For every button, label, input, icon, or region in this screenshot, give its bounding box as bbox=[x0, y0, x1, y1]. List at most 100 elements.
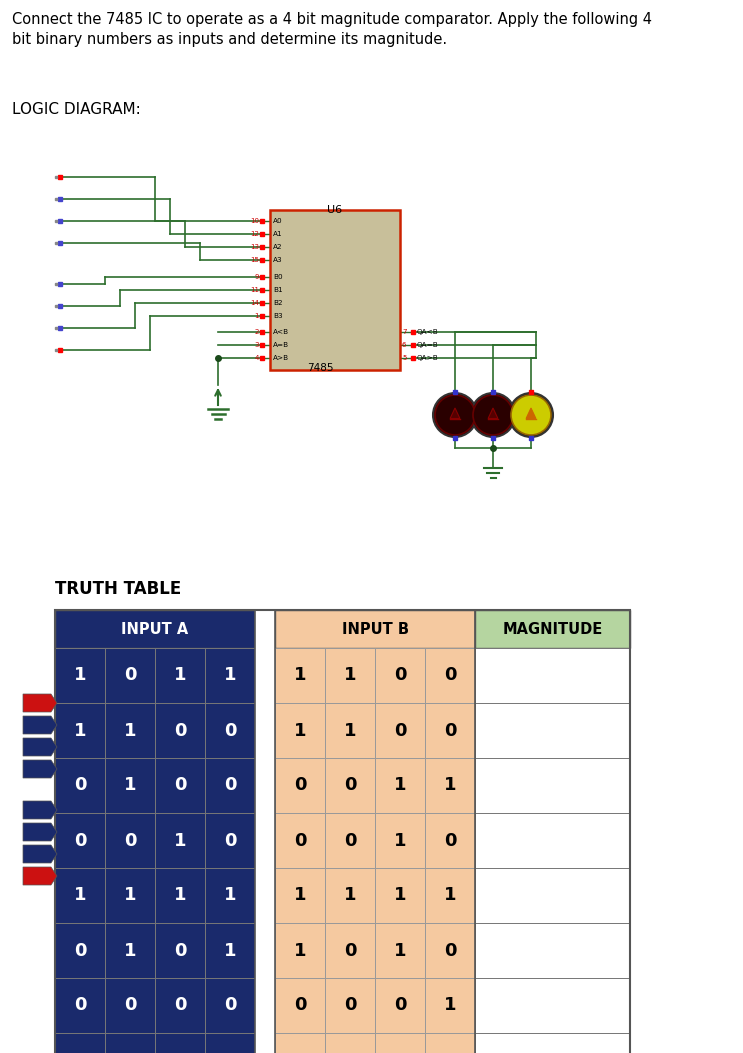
Text: QA=B: QA=B bbox=[417, 342, 439, 347]
Text: 0: 0 bbox=[293, 832, 306, 850]
FancyBboxPatch shape bbox=[275, 648, 325, 703]
FancyBboxPatch shape bbox=[325, 648, 375, 703]
FancyBboxPatch shape bbox=[425, 758, 475, 813]
Text: 1: 1 bbox=[224, 887, 236, 905]
FancyBboxPatch shape bbox=[425, 978, 475, 1033]
FancyBboxPatch shape bbox=[475, 648, 630, 703]
FancyBboxPatch shape bbox=[475, 610, 630, 648]
Text: 10: 10 bbox=[250, 218, 259, 224]
FancyBboxPatch shape bbox=[205, 1033, 255, 1053]
Text: 0: 0 bbox=[33, 321, 42, 335]
FancyBboxPatch shape bbox=[55, 758, 105, 813]
Text: 14: 14 bbox=[250, 300, 259, 306]
Circle shape bbox=[511, 395, 551, 435]
Text: 0: 0 bbox=[124, 996, 136, 1014]
FancyBboxPatch shape bbox=[205, 813, 255, 868]
Text: 11: 11 bbox=[250, 287, 259, 293]
Text: 13: 13 bbox=[250, 244, 259, 250]
Text: 9: 9 bbox=[255, 274, 259, 280]
Polygon shape bbox=[526, 408, 536, 418]
FancyBboxPatch shape bbox=[155, 703, 205, 758]
FancyBboxPatch shape bbox=[275, 978, 325, 1033]
FancyBboxPatch shape bbox=[275, 703, 325, 758]
FancyBboxPatch shape bbox=[55, 648, 105, 703]
Text: 0: 0 bbox=[344, 1052, 356, 1053]
Text: B1: B1 bbox=[273, 287, 282, 293]
FancyBboxPatch shape bbox=[275, 1033, 325, 1053]
FancyBboxPatch shape bbox=[155, 1033, 205, 1053]
Text: 0: 0 bbox=[224, 1052, 236, 1053]
FancyBboxPatch shape bbox=[255, 758, 275, 813]
FancyBboxPatch shape bbox=[205, 923, 255, 978]
Text: 2: 2 bbox=[255, 329, 259, 335]
Circle shape bbox=[471, 393, 515, 437]
Text: 0: 0 bbox=[124, 667, 136, 684]
Text: 0: 0 bbox=[174, 996, 186, 1014]
Text: LOGIC DIAGRAM:: LOGIC DIAGRAM: bbox=[12, 102, 140, 117]
Text: 1: 1 bbox=[124, 1052, 136, 1053]
FancyBboxPatch shape bbox=[55, 868, 105, 923]
Text: 0: 0 bbox=[344, 832, 356, 850]
FancyBboxPatch shape bbox=[155, 923, 205, 978]
Text: 1: 1 bbox=[293, 667, 306, 684]
Text: Connect the 7485 IC to operate as a 4 bit magnitude comparator. Apply the follow: Connect the 7485 IC to operate as a 4 bi… bbox=[12, 12, 652, 27]
FancyBboxPatch shape bbox=[155, 978, 205, 1033]
Text: INPUT A: INPUT A bbox=[121, 621, 189, 636]
Text: bit binary numbers as inputs and determine its magnitude.: bit binary numbers as inputs and determi… bbox=[12, 32, 447, 47]
Text: 0: 0 bbox=[394, 667, 406, 684]
FancyBboxPatch shape bbox=[55, 1033, 105, 1053]
Polygon shape bbox=[23, 694, 57, 712]
Text: 0: 0 bbox=[174, 1052, 186, 1053]
Text: 0: 0 bbox=[33, 237, 42, 250]
Circle shape bbox=[473, 395, 513, 435]
Text: 1: 1 bbox=[174, 832, 186, 850]
Text: 1: 1 bbox=[344, 887, 356, 905]
Text: 0: 0 bbox=[394, 721, 406, 739]
FancyBboxPatch shape bbox=[375, 923, 425, 978]
FancyBboxPatch shape bbox=[255, 703, 275, 758]
FancyBboxPatch shape bbox=[205, 703, 255, 758]
Text: INPUT B: INPUT B bbox=[342, 621, 409, 636]
Text: 1: 1 bbox=[124, 941, 136, 959]
Text: 3: 3 bbox=[255, 342, 259, 347]
FancyBboxPatch shape bbox=[375, 703, 425, 758]
FancyBboxPatch shape bbox=[375, 1033, 425, 1053]
Text: 0: 0 bbox=[224, 832, 236, 850]
FancyBboxPatch shape bbox=[255, 978, 275, 1033]
FancyBboxPatch shape bbox=[105, 978, 155, 1033]
Polygon shape bbox=[23, 823, 57, 841]
Text: 1: 1 bbox=[174, 667, 186, 684]
Text: 0: 0 bbox=[174, 721, 186, 739]
FancyBboxPatch shape bbox=[55, 610, 255, 648]
Text: B0: B0 bbox=[273, 274, 282, 280]
FancyBboxPatch shape bbox=[325, 868, 375, 923]
Text: 0: 0 bbox=[33, 299, 42, 313]
Text: 1: 1 bbox=[394, 776, 406, 795]
FancyBboxPatch shape bbox=[475, 703, 630, 758]
Polygon shape bbox=[488, 408, 498, 418]
Text: B3: B3 bbox=[273, 313, 282, 319]
Text: 0: 0 bbox=[444, 832, 456, 850]
Text: 6: 6 bbox=[402, 342, 406, 347]
Text: TRUTH TABLE: TRUTH TABLE bbox=[55, 580, 181, 598]
FancyBboxPatch shape bbox=[325, 923, 375, 978]
Text: 1: 1 bbox=[394, 941, 406, 959]
Text: 1: 1 bbox=[224, 941, 236, 959]
Text: 0: 0 bbox=[444, 941, 456, 959]
Text: B2: B2 bbox=[273, 300, 282, 306]
Text: 0: 0 bbox=[74, 776, 86, 795]
Text: 0: 0 bbox=[394, 996, 406, 1014]
FancyBboxPatch shape bbox=[105, 648, 155, 703]
Text: 7: 7 bbox=[402, 329, 406, 335]
Text: 0: 0 bbox=[33, 278, 42, 291]
Text: 1: 1 bbox=[74, 1052, 86, 1053]
Text: 1: 1 bbox=[124, 721, 136, 739]
FancyBboxPatch shape bbox=[105, 868, 155, 923]
FancyBboxPatch shape bbox=[375, 813, 425, 868]
Text: 1: 1 bbox=[293, 887, 306, 905]
FancyBboxPatch shape bbox=[275, 813, 325, 868]
Text: 0: 0 bbox=[74, 832, 86, 850]
Text: A2: A2 bbox=[273, 244, 282, 250]
FancyBboxPatch shape bbox=[375, 978, 425, 1033]
FancyBboxPatch shape bbox=[105, 703, 155, 758]
